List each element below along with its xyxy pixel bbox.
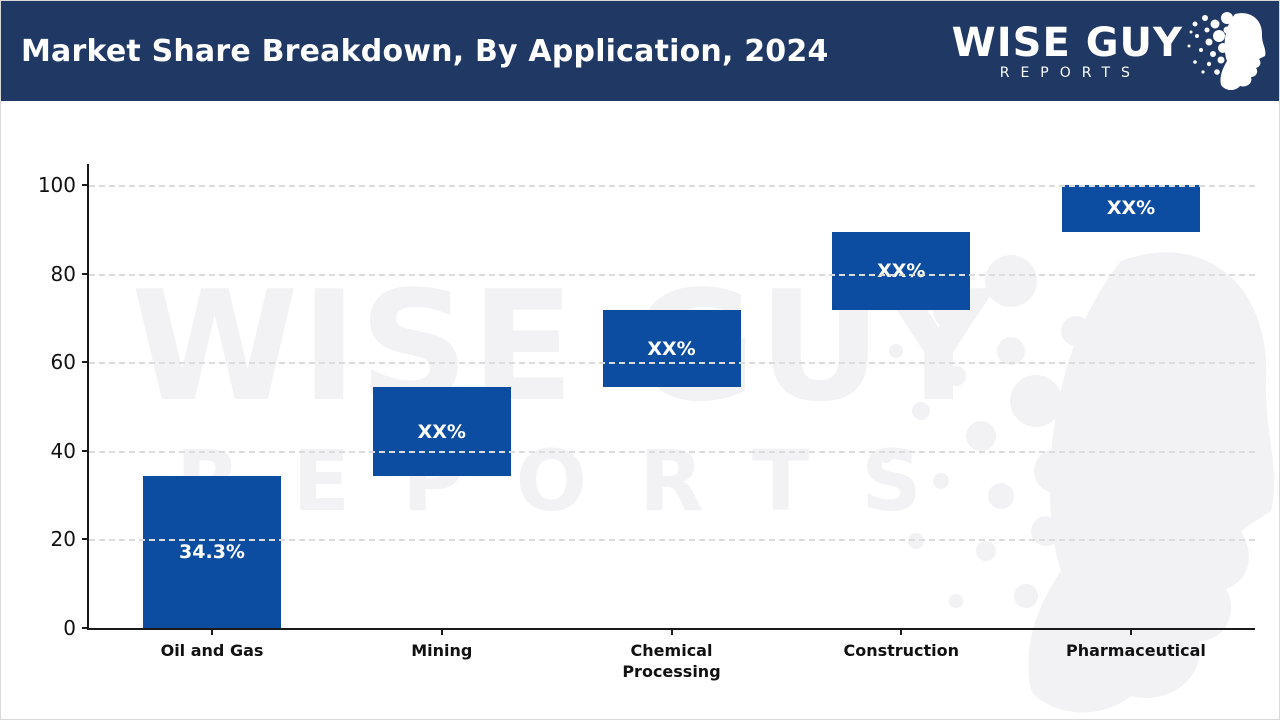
y-tick [82,449,89,452]
x-tick [1130,628,1132,635]
x-tick [440,628,443,635]
category-label: Oil and Gas [160,641,264,660]
gridline [89,450,1255,453]
watermark-line2: REPORTS [176,432,974,530]
y-tick-label: 20 [50,527,76,552]
y-tick-label: 80 [50,261,76,286]
logo-line1: WISE GUY [951,19,1183,66]
gridline [89,539,1255,542]
page-title: Market Share Breakdown, By Application, … [21,33,829,69]
gridline [89,273,1255,276]
bar: XX% [832,231,971,310]
category-label: Mining [411,641,473,660]
wiseguy-logo: WISE GUY REPORTS [952,6,1269,96]
logo-line2: REPORTS [999,64,1141,81]
bar-value-label: XX% [417,420,466,443]
bar-value-label: XX% [647,337,696,360]
y-tick [82,184,89,186]
x-tick [900,628,903,635]
y-tick [82,627,89,629]
y-tick [82,361,89,364]
bar-value-label: XX% [1106,197,1156,220]
x-axis [87,628,1255,630]
y-tick [82,272,89,275]
bar-value-label: XX% [877,259,926,282]
bar: XX% [602,309,741,388]
y-tick-label: 60 [50,350,76,375]
bar: 34.3% [143,476,281,628]
gridline [89,362,1255,365]
header-bar: Market Share Breakdown, By Application, … [1,1,1279,101]
category-label: Pharmaceutical [1066,641,1206,660]
y-tick [82,538,89,541]
bar: XX% [1062,185,1200,232]
y-tick-label: 100 [37,173,76,197]
y-tick-label: 0 [63,616,76,640]
y-axis [87,164,89,630]
chart-area: WISE GUY REPORTS 0 20 40 60 80 100 34.3% Oil an… [1,101,1279,717]
y-tick-label: 40 [50,438,76,463]
logo-wordmark: WISE GUY REPORTS [952,23,1183,80]
x-tick [670,628,673,635]
x-tick [211,628,213,635]
bar-value-label: 34.3% [179,541,245,564]
category-label: Construction [843,641,960,660]
bar: XX% [372,387,511,477]
logo-face-icon [1187,12,1266,91]
category-label: Chemical Processing [622,641,721,681]
gridline [89,185,1255,187]
